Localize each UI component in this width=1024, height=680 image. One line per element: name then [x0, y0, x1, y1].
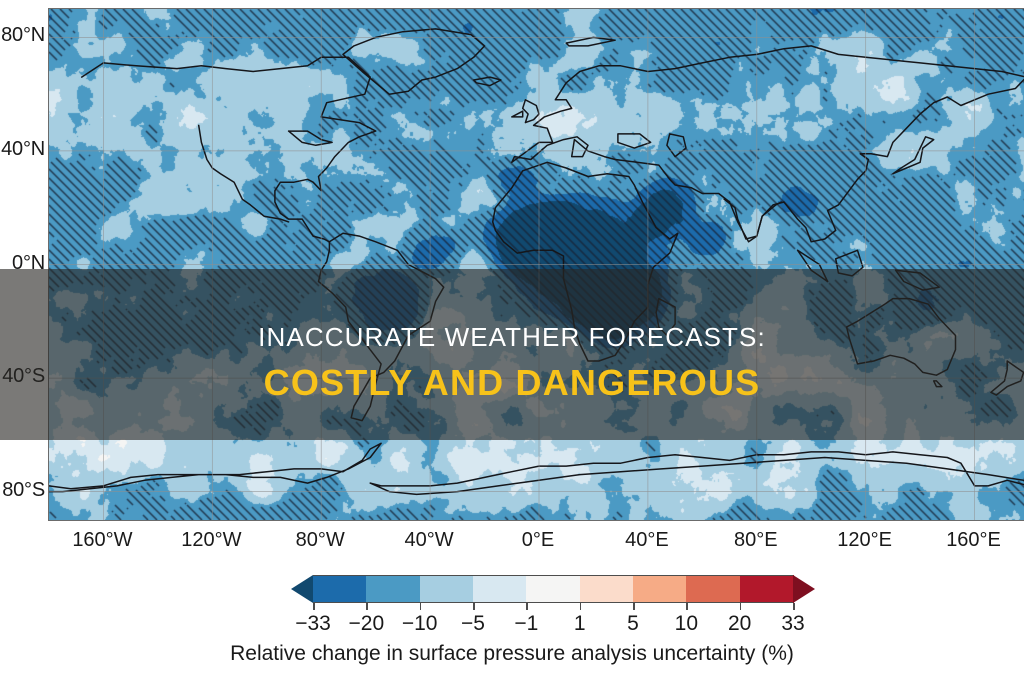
colorbar-tick-label: −1	[514, 612, 539, 635]
colorbar-segment	[739, 575, 794, 603]
colorbar-tick-mark	[473, 603, 475, 610]
colorbar-tick-label: −10	[401, 612, 438, 635]
longitude-tick-label: 40°W	[404, 529, 454, 551]
longitude-tick-label: 160°W	[72, 529, 133, 551]
colorbar-segment	[473, 575, 527, 603]
longitude-tick-label: 120°W	[181, 529, 242, 551]
colorbar-tick-label: 1	[573, 612, 586, 635]
overlay-title-line1: INACCURATE WEATHER FORECASTS:	[258, 322, 766, 352]
colorbar-gradient	[291, 575, 815, 603]
colorbar-tick-label: 20	[727, 612, 752, 635]
colorbar-segment	[419, 575, 474, 603]
map-plot-area	[48, 8, 1024, 521]
colorbar-tick-label: 33	[781, 612, 805, 635]
colorbar-tick-mark	[739, 603, 742, 610]
colorbar-tick-mark	[633, 603, 635, 610]
colorbar-tick-mark	[313, 603, 315, 610]
latitude-tick-label: 80°N	[1, 24, 45, 47]
longitude-tick-label: 40°E	[625, 529, 669, 551]
colorbar-tick-label: 5	[627, 612, 639, 635]
colorbar-segment	[633, 575, 687, 603]
colorbar-tick-mark	[419, 603, 422, 610]
colorbar-tick-mark	[366, 603, 368, 610]
colorbar-tick-label: 10	[674, 612, 699, 635]
colorbar-title: Relative change in surface pressure anal…	[230, 642, 794, 665]
colorbar-extend-min	[291, 575, 313, 603]
longitude-tick-label: 80°E	[733, 529, 778, 551]
colorbar-tick-mark	[526, 603, 528, 610]
overlay-title-line2: COSTLY AND DANGEROUS	[263, 362, 761, 403]
colorbar-segment	[313, 575, 367, 603]
colorbar-segment	[579, 575, 634, 603]
longitude-tick-label: 160°E	[946, 529, 1001, 551]
colorbar-segment	[686, 575, 741, 603]
latitude-tick-label: 80°S	[2, 478, 45, 501]
title-overlay-band	[0, 269, 1024, 440]
colorbar-tick-mark	[579, 603, 582, 610]
map-figure: 80°N40°N0°N40°S80°S 160°W120°W80°W40°W0°…	[1, 8, 1024, 551]
colorbar-tick-mark	[686, 603, 688, 610]
colorbar-extend-max	[793, 575, 815, 603]
latitude-tick-label: 40°N	[1, 137, 45, 160]
colorbar-tick-label: −5	[461, 612, 485, 635]
longitude-tick-label: 80°W	[295, 529, 345, 551]
latitude-tick-label: 0°N	[12, 251, 45, 274]
colorbar-tick-mark	[793, 603, 795, 610]
longitude-tick-label: 0°E	[521, 529, 555, 551]
colorbar-segment	[366, 575, 421, 603]
colorbar-tick-label: −20	[348, 612, 385, 635]
colorbar-segment	[526, 575, 581, 603]
colorbar-tick-label: −33	[295, 612, 331, 635]
longitude-tick-label: 120°E	[837, 529, 893, 551]
colorbar-legend: −33 −20 −10 −5 −1 1 5 10 20 33 Relative change in…	[0, 560, 1024, 680]
graticule-grid	[49, 9, 1024, 520]
